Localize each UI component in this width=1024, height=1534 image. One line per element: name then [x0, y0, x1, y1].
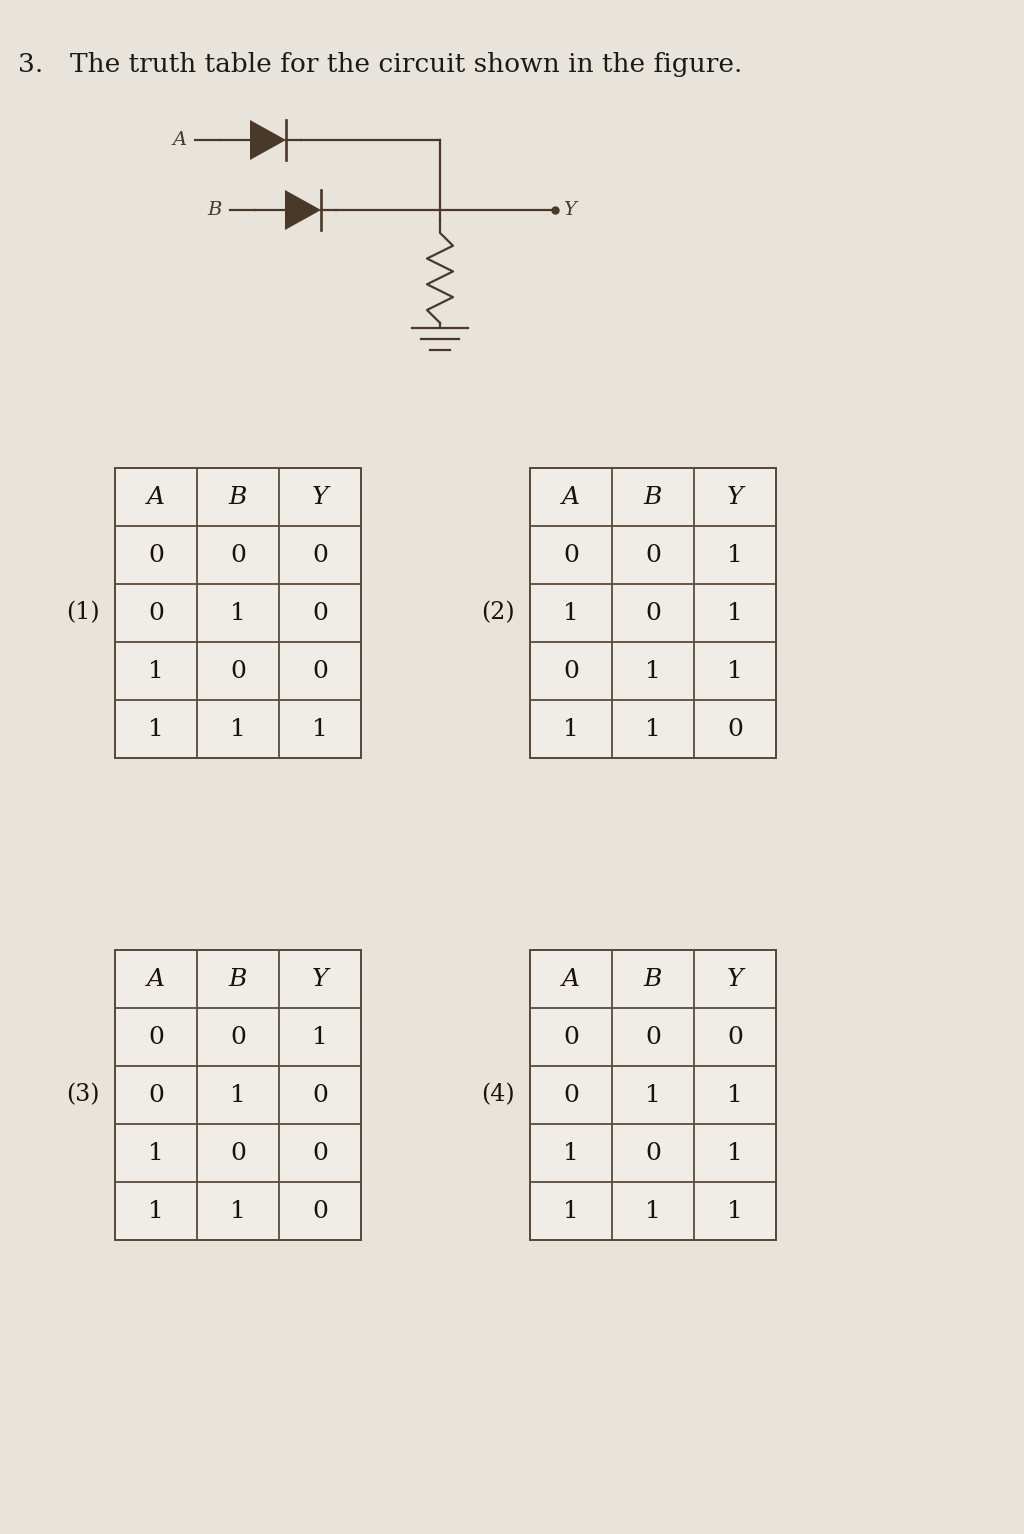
- Text: 1: 1: [727, 1141, 742, 1164]
- Text: 1: 1: [727, 1083, 742, 1106]
- Text: 0: 0: [727, 1026, 743, 1049]
- Text: 0: 0: [645, 601, 660, 624]
- Text: 1: 1: [563, 1200, 579, 1223]
- Text: 0: 0: [148, 543, 164, 566]
- Text: 0: 0: [563, 1083, 579, 1106]
- Text: 0: 0: [645, 543, 660, 566]
- Text: 1: 1: [230, 601, 246, 624]
- Text: 0: 0: [312, 1200, 328, 1223]
- Text: 1: 1: [148, 1141, 164, 1164]
- Text: 1: 1: [727, 1200, 742, 1223]
- Text: 0: 0: [148, 601, 164, 624]
- Text: 0: 0: [230, 543, 246, 566]
- Text: Y: Y: [727, 485, 743, 508]
- Text: 3.: 3.: [18, 52, 43, 77]
- Text: 1: 1: [148, 660, 164, 683]
- Text: A: A: [562, 485, 580, 508]
- Text: 0: 0: [148, 1083, 164, 1106]
- Text: 1: 1: [148, 1200, 164, 1223]
- Text: A: A: [147, 485, 165, 508]
- Bar: [115, 950, 361, 1239]
- Text: 1: 1: [563, 1141, 579, 1164]
- Text: 0: 0: [727, 718, 743, 741]
- Text: 1: 1: [645, 718, 660, 741]
- Text: 1: 1: [727, 543, 742, 566]
- Text: 0: 0: [312, 543, 328, 566]
- Text: 1: 1: [645, 660, 660, 683]
- Text: 0: 0: [230, 660, 246, 683]
- Text: 1: 1: [148, 718, 164, 741]
- Text: B: B: [644, 485, 663, 508]
- Text: Y: Y: [563, 201, 575, 219]
- Text: B: B: [208, 201, 222, 219]
- Text: Y: Y: [727, 968, 743, 991]
- Text: (3): (3): [67, 1083, 100, 1106]
- Text: A: A: [562, 968, 580, 991]
- Bar: [530, 468, 776, 758]
- Text: 0: 0: [148, 1026, 164, 1049]
- Text: 0: 0: [563, 543, 579, 566]
- Text: Y: Y: [311, 485, 329, 508]
- Text: 1: 1: [645, 1083, 660, 1106]
- Text: 1: 1: [727, 601, 742, 624]
- Text: 0: 0: [645, 1026, 660, 1049]
- Text: 1: 1: [230, 1083, 246, 1106]
- Text: 0: 0: [312, 1083, 328, 1106]
- Text: B: B: [228, 968, 247, 991]
- Text: 1: 1: [230, 1200, 246, 1223]
- Text: The truth table for the circuit shown in the figure.: The truth table for the circuit shown in…: [70, 52, 742, 77]
- Text: 0: 0: [230, 1141, 246, 1164]
- Bar: [115, 468, 361, 758]
- Text: B: B: [644, 968, 663, 991]
- Text: (2): (2): [481, 601, 515, 624]
- Text: A: A: [173, 130, 187, 149]
- Text: 1: 1: [563, 601, 579, 624]
- Polygon shape: [250, 120, 286, 160]
- Text: 0: 0: [563, 660, 579, 683]
- Text: 1: 1: [312, 718, 328, 741]
- Text: 0: 0: [563, 1026, 579, 1049]
- Text: 0: 0: [312, 1141, 328, 1164]
- Text: (4): (4): [481, 1083, 515, 1106]
- Text: A: A: [147, 968, 165, 991]
- Text: 1: 1: [645, 1200, 660, 1223]
- Text: 0: 0: [312, 601, 328, 624]
- Polygon shape: [285, 190, 321, 230]
- Text: (1): (1): [67, 601, 100, 624]
- Text: 1: 1: [230, 718, 246, 741]
- Text: 1: 1: [727, 660, 742, 683]
- Text: 1: 1: [312, 1026, 328, 1049]
- Text: 1: 1: [563, 718, 579, 741]
- Text: Y: Y: [311, 968, 329, 991]
- Text: 0: 0: [312, 660, 328, 683]
- Bar: [530, 950, 776, 1239]
- Text: 0: 0: [230, 1026, 246, 1049]
- Text: 0: 0: [645, 1141, 660, 1164]
- Text: B: B: [228, 485, 247, 508]
